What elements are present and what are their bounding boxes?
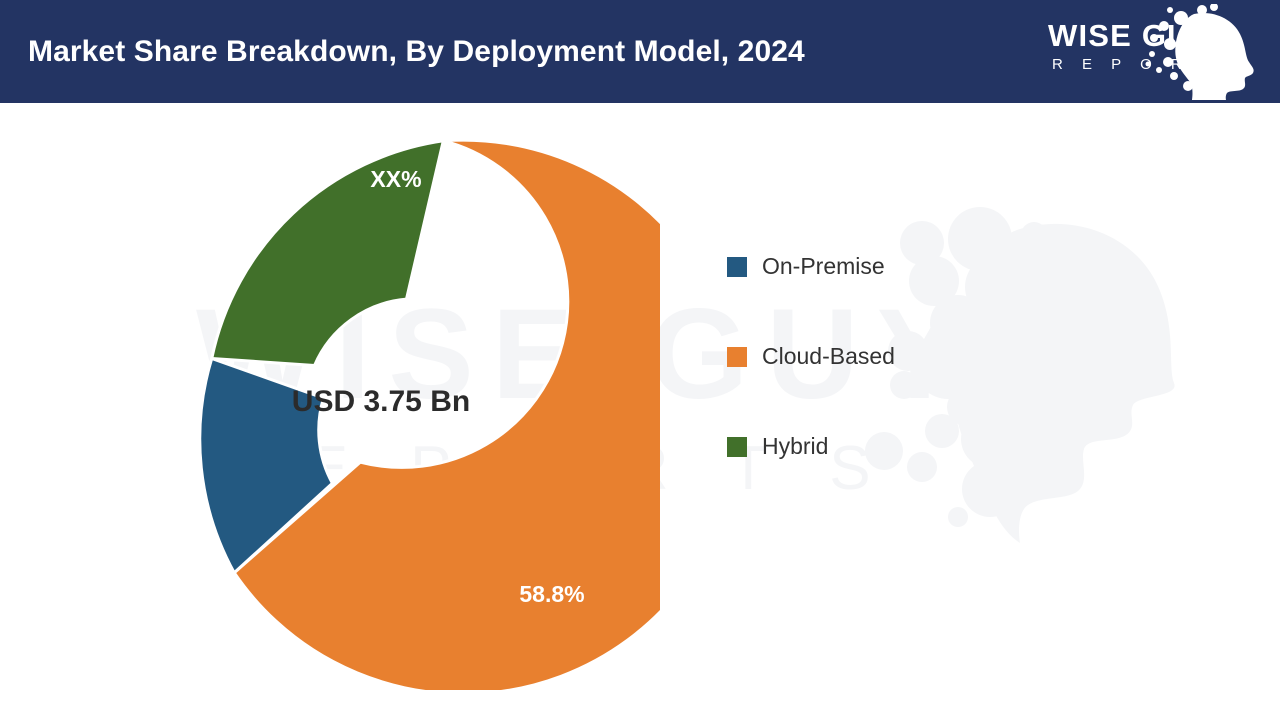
- donut-center-label: USD 3.75 Bn: [291, 385, 471, 418]
- brand-logo: WISE GUY R E P O R T S: [1042, 4, 1272, 100]
- donut-chart[interactable]: 58.8% XX% XX%: [104, 134, 660, 690]
- donut-slice-labels: 58.8% XX% XX%: [132, 166, 584, 607]
- chart-legend: On-Premise Cloud-Based Hybrid: [727, 255, 1027, 525]
- page-title: Market Share Breakdown, By Deployment Mo…: [28, 34, 805, 68]
- slice-label-on-premise: XX%: [132, 343, 183, 369]
- donut-slice-hybrid[interactable]: [209, 138, 446, 368]
- legend-label: On-Premise: [762, 253, 885, 279]
- slice-label-cloud-based: 58.8%: [519, 581, 584, 607]
- legend-item-hybrid[interactable]: Hybrid: [727, 435, 1027, 525]
- legend-item-on-premise[interactable]: On-Premise: [727, 255, 1027, 345]
- header-bar: Market Share Breakdown, By Deployment Mo…: [0, 0, 1280, 103]
- donut-slice-cloud-based[interactable]: [232, 138, 660, 690]
- legend-swatch-icon: [727, 347, 747, 367]
- legend-swatch-icon: [727, 437, 747, 457]
- slice-label-hybrid: XX%: [370, 166, 421, 192]
- legend-label: Cloud-Based: [762, 343, 895, 369]
- legend-label: Hybrid: [762, 433, 829, 459]
- logo-wordmark-secondary: R E P O R T S: [1052, 56, 1247, 73]
- logo-wordmark-primary: WISE GUY: [1048, 18, 1213, 53]
- legend-swatch-icon: [727, 257, 747, 277]
- legend-item-cloud-based[interactable]: Cloud-Based: [727, 345, 1027, 435]
- dotted-head-profile-icon: [1145, 4, 1254, 100]
- donut-slices: [198, 138, 660, 690]
- donut-slice-on-premise[interactable]: [198, 356, 335, 576]
